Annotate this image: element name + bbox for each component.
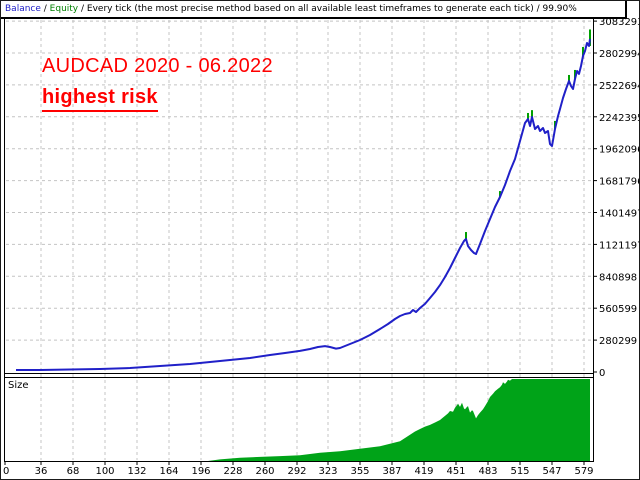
header-separator: /: [40, 4, 50, 14]
x-axis-label: 0: [3, 466, 9, 477]
x-axis-label: 419: [414, 466, 433, 477]
balance-curve: [16, 38, 591, 371]
y-axis-label: 2522694: [599, 81, 640, 92]
x-axis-label: 387: [382, 466, 401, 477]
x-axis-label: 483: [478, 466, 497, 477]
annotation-symbol-period: AUDCAD 2020 - 06.2022: [42, 55, 273, 77]
y-axis-label: 1681796: [599, 177, 640, 188]
x-axis-label: 164: [159, 466, 178, 477]
header-description: / Every tick (the most precise method ba…: [78, 4, 577, 14]
x-axis-label: 451: [446, 466, 465, 477]
size-panel-label: Size: [8, 380, 29, 391]
x-axis-label: 579: [574, 466, 593, 477]
x-axis-label: 547: [542, 466, 561, 477]
chart-header: Balance / Equity / Every tick (the most …: [1, 1, 626, 18]
y-axis-label: 840898: [599, 272, 637, 283]
y-axis-label: 2242395: [599, 113, 640, 124]
x-axis-label: 132: [127, 466, 146, 477]
x-axis-label: 196: [191, 466, 210, 477]
y-axis-label: 0: [599, 368, 605, 379]
annotation-risk-note: highest risk: [42, 86, 158, 112]
y-axis-label: 1401497: [599, 209, 640, 220]
y-axis-label: 280299: [599, 336, 637, 347]
size-histogram: [208, 379, 590, 461]
y-axis-label: 560599: [599, 304, 637, 315]
y-axis-label: 2802994: [599, 49, 640, 60]
y-axis-label: 3083293: [599, 17, 640, 28]
x-axis-label: 36: [35, 466, 48, 477]
x-axis-label: 260: [255, 466, 274, 477]
x-axis-label: 323: [318, 466, 337, 477]
x-axis-label: 68: [67, 466, 80, 477]
header-equity-label: Equity: [49, 4, 79, 14]
x-axis-label: 515: [510, 466, 529, 477]
y-axis-label: 1962096: [599, 145, 640, 156]
header-balance-label: Balance: [5, 4, 41, 14]
y-axis-label: 1121197: [599, 240, 640, 251]
x-axis-label: 355: [350, 466, 369, 477]
x-axis-label: 100: [95, 466, 114, 477]
x-axis-label: 228: [223, 466, 242, 477]
x-axis-label: 292: [287, 466, 306, 477]
